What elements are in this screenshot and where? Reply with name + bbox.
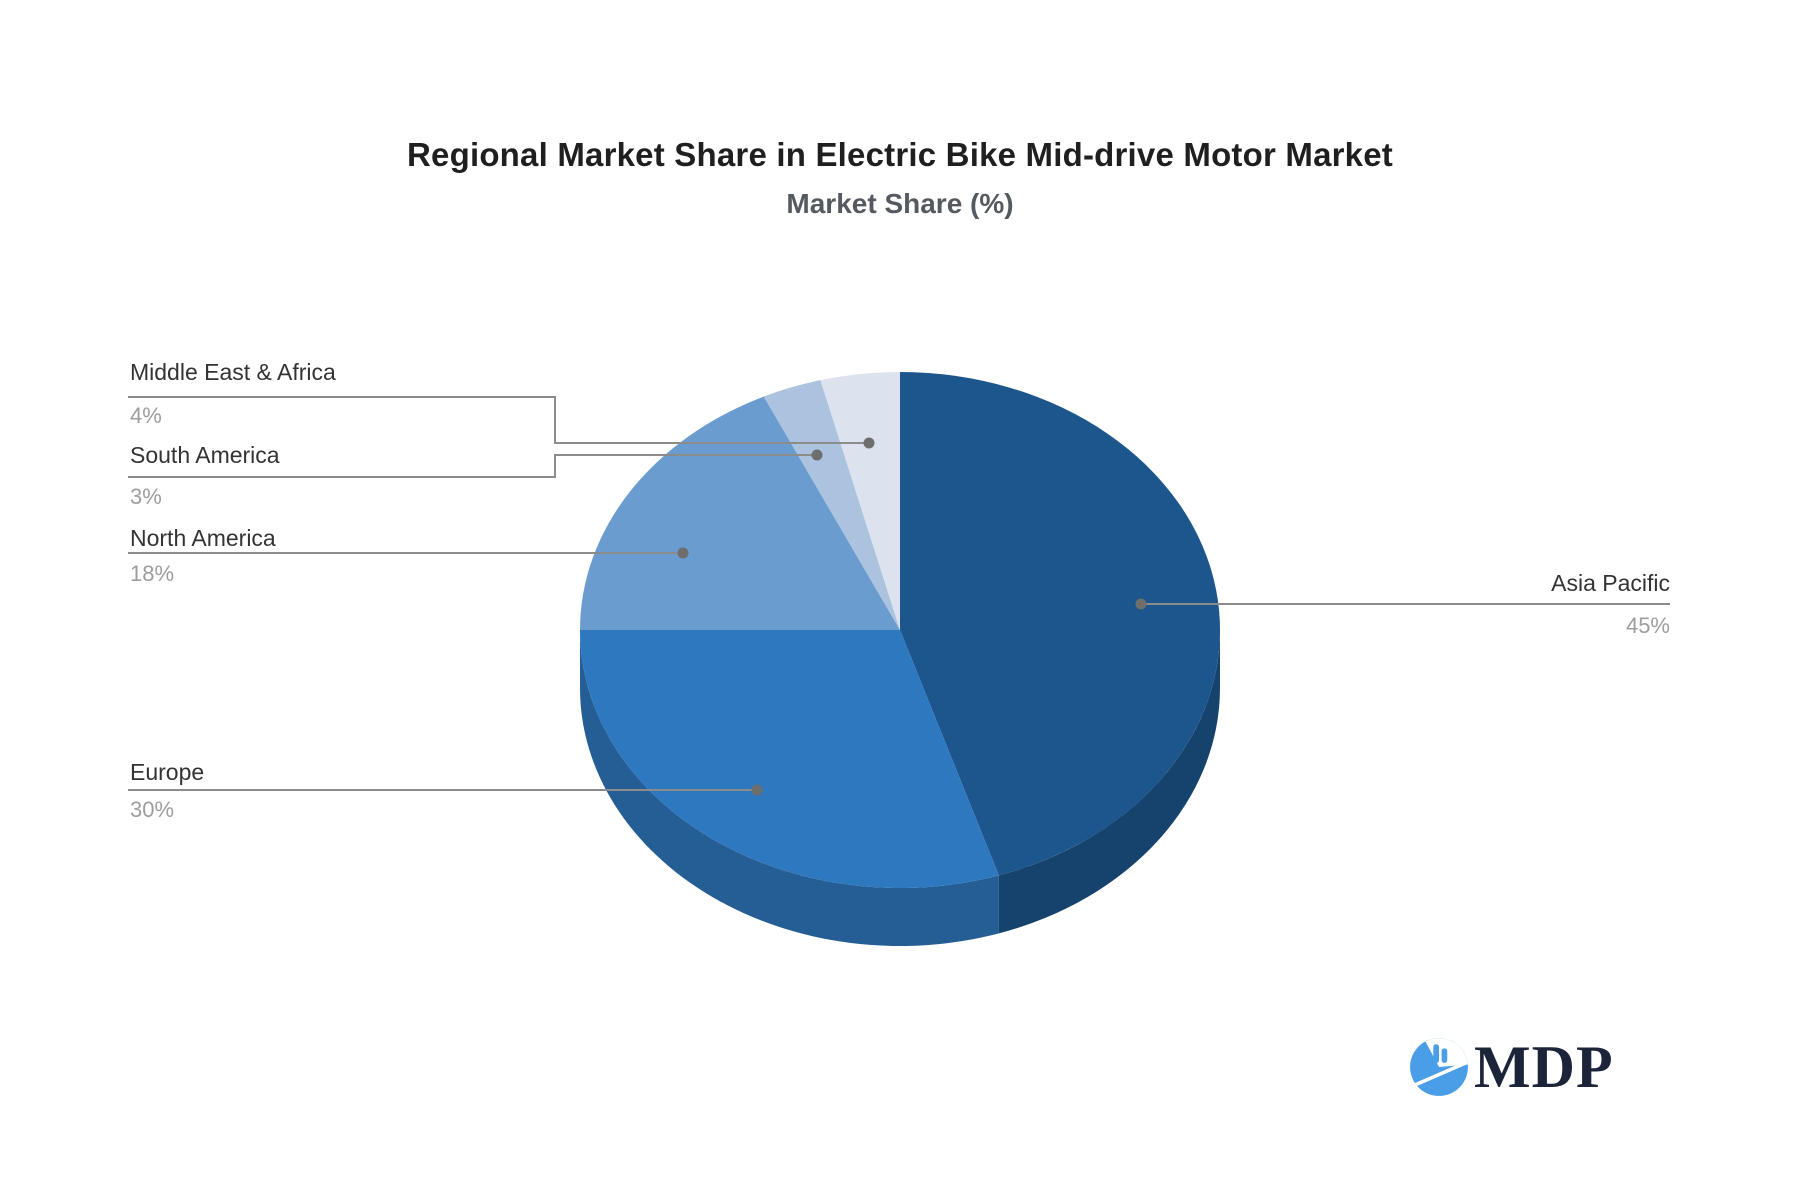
slice-value-north-america: 18% [130, 561, 175, 586]
slice-label-north-america: North America [130, 525, 276, 551]
slice-label-south-america: South America [130, 442, 280, 468]
slice-label-middle-east-africa: Middle East & Africa [130, 359, 336, 385]
slice-label-europe: Europe [130, 759, 205, 785]
slice-value-europe: 30% [130, 797, 175, 822]
mdp-logo: MDP [1408, 1036, 1614, 1098]
leader-lines [128, 396, 1670, 796]
slice-value-asia-pacific: 45% [1625, 613, 1670, 638]
pie-3d-side [580, 630, 1220, 946]
chart-subtitle: Market Share (%) [786, 188, 1014, 219]
chart-title: Regional Market Share in Electric Bike M… [407, 136, 1393, 173]
pie-bars-icon [1410, 1038, 1468, 1096]
slice-value-middle-east-africa: 4% [130, 403, 162, 428]
pie-slices [580, 372, 1221, 888]
slice-label-asia-pacific: Asia Pacific [1551, 570, 1670, 596]
mdp-logo-text: MDP [1474, 1034, 1614, 1100]
slice-value-south-america: 3% [130, 484, 162, 509]
